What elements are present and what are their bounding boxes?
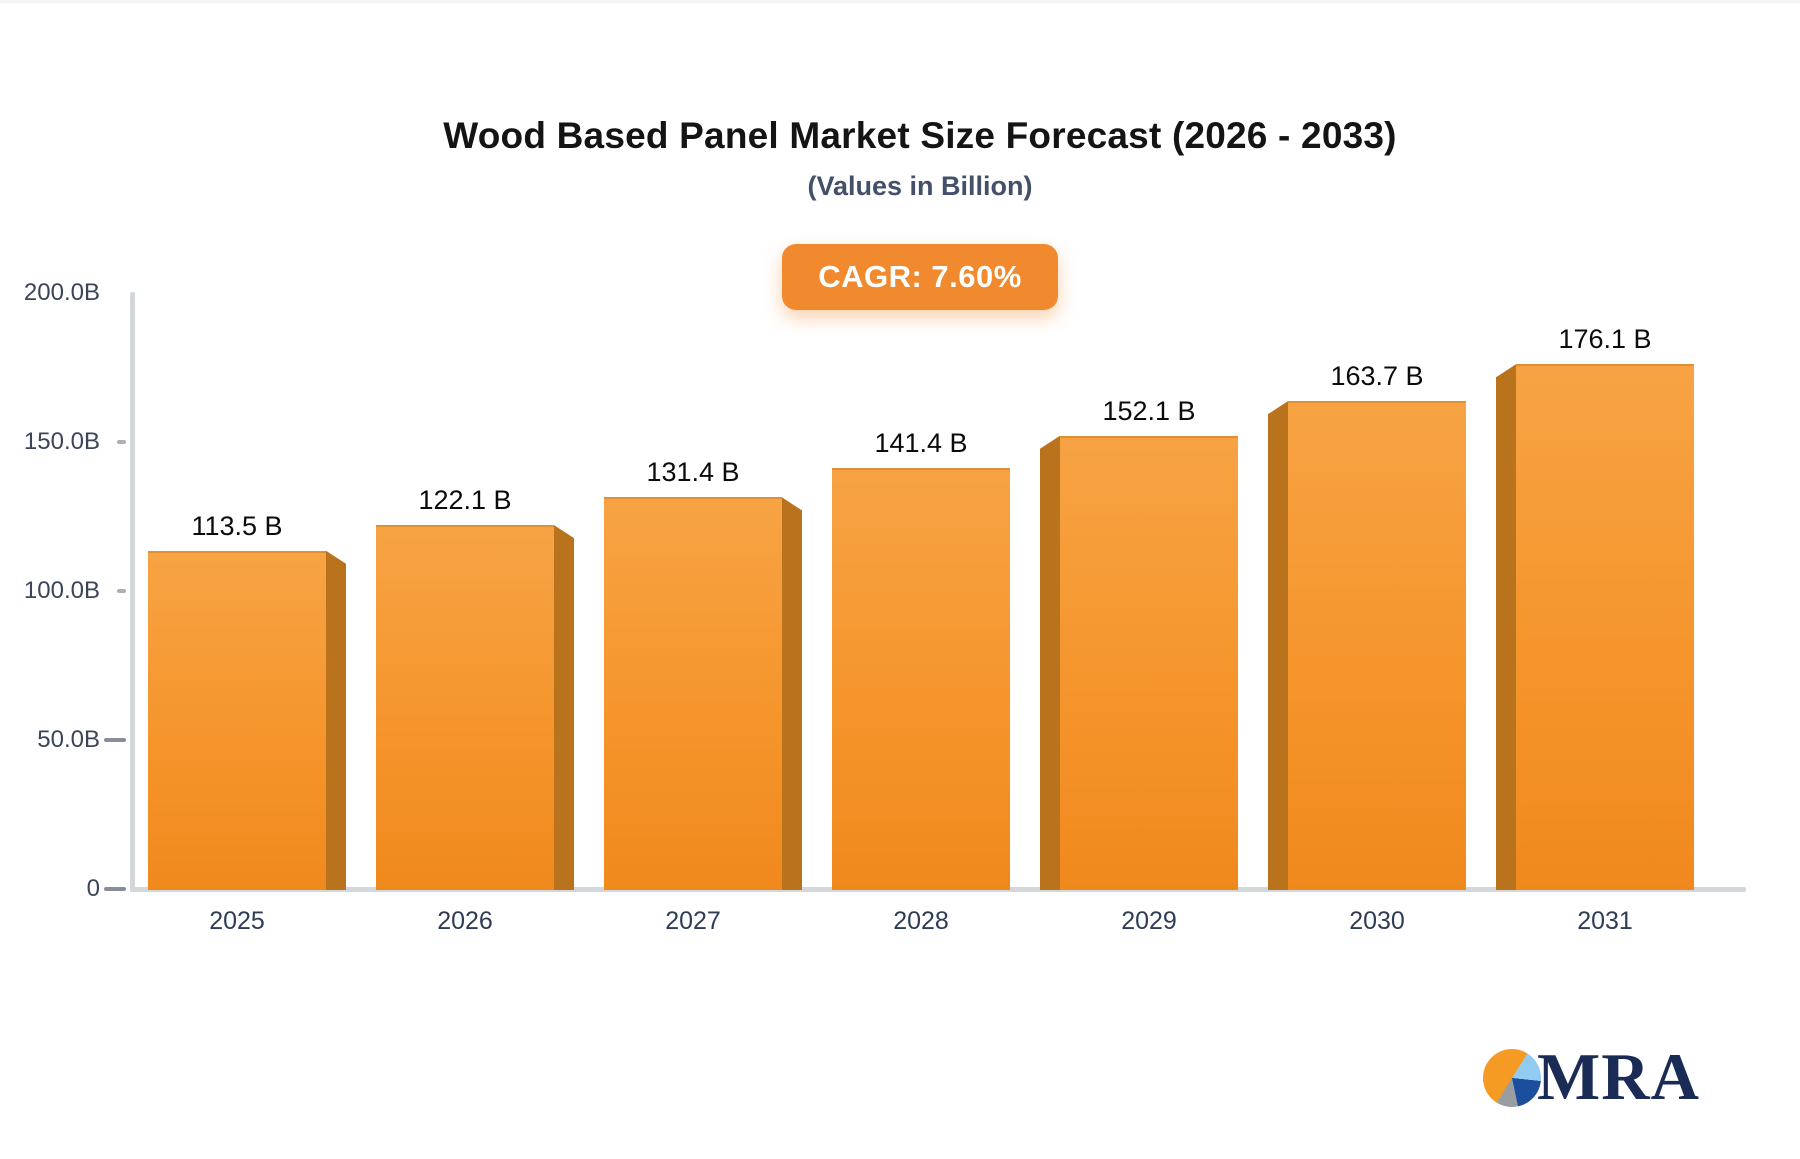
bar-value-label: 176.1 B [1558, 324, 1652, 355]
bar-2027 [604, 497, 782, 890]
y-tick-mark [117, 589, 126, 593]
x-tick-label: 2029 [1121, 907, 1177, 935]
bar-value-label: 141.4 B [874, 427, 968, 458]
y-tick-mark [104, 887, 126, 891]
bar-2029 [1060, 435, 1238, 890]
bar-2031 [1516, 364, 1694, 890]
bar-2030 [1288, 401, 1466, 890]
x-tick-label: 2026 [437, 907, 493, 935]
y-tick-label: 150.0B [23, 428, 100, 455]
bar-3d-side [554, 525, 574, 890]
cagr-badge: CAGR: 7.60% [782, 244, 1058, 310]
bar-value-label: 131.4 B [646, 457, 740, 488]
y-tick-mark [117, 440, 126, 444]
y-tick-mark [104, 738, 126, 742]
bar-3d-side [782, 497, 802, 890]
logo-text: MRA [1536, 1040, 1700, 1114]
y-axis-line [130, 292, 135, 892]
y-tick-label: 200.0B [23, 279, 100, 306]
pie-chart-logo-icon [1482, 1048, 1541, 1107]
x-tick-label: 2025 [209, 907, 265, 935]
chart-subtitle: (Values in Billion) [807, 171, 1033, 201]
bar-value-label: 113.5 B [191, 510, 283, 541]
x-tick-label: 2027 [665, 907, 721, 935]
bar-3d-side [1496, 364, 1516, 890]
bar-value-label: 122.1 B [418, 485, 512, 516]
infographic-canvas: Wood Based Panel Market Size Forecast (2… [0, 3, 1800, 1159]
chart-header: Wood Based Panel Market Size Forecast (2… [40, 3, 1800, 310]
bar-2025 [148, 550, 326, 890]
bar-3d-side [1040, 435, 1060, 890]
mra-logo: MRA [1482, 1040, 1700, 1114]
bar-chart: 200.0B 150.0B 100.0B 50.0B 0 113.5 B 122.1 B 1… [0, 3, 1800, 1159]
chart-title: Wood Based Panel Market Size Forecast (2… [443, 115, 1397, 156]
bar-3d-side [1268, 401, 1288, 890]
bar-2028 [832, 467, 1010, 890]
y-tick-label: 0 [86, 875, 100, 902]
bar-2026 [376, 525, 554, 890]
x-tick-label: 2028 [893, 907, 949, 935]
x-tick-label: 2031 [1577, 907, 1633, 935]
y-tick-label: 50.0B [37, 726, 100, 753]
bar-value-label: 163.7 B [1330, 361, 1424, 392]
bar-3d-side [326, 550, 346, 890]
bar-value-label: 152.1 B [1102, 395, 1196, 426]
y-tick-label: 100.0B [23, 577, 100, 604]
x-tick-label: 2030 [1349, 907, 1405, 935]
